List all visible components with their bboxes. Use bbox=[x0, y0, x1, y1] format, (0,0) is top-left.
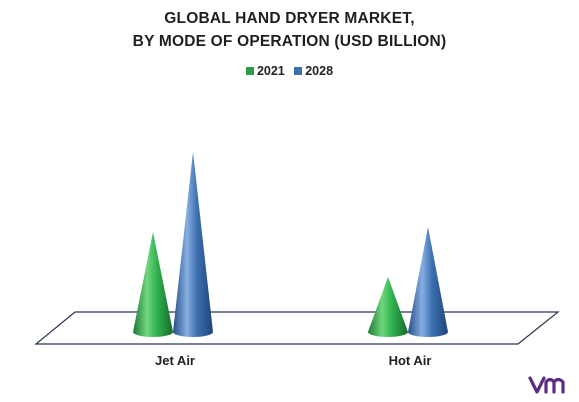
legend-item-2021: 2021 bbox=[245, 64, 285, 78]
legend-swatch-2028 bbox=[294, 67, 303, 75]
cone-jet-air-2021 bbox=[133, 232, 173, 337]
legend-label-2028: 2028 bbox=[305, 64, 334, 78]
cone-hot-air-2028 bbox=[408, 227, 448, 337]
legend-label-2021: 2021 bbox=[256, 64, 285, 78]
chart-title-line-2: BY MODE OF OPERATION (USD BILLION) bbox=[132, 33, 447, 50]
legend: 2021 2028 bbox=[0, 64, 579, 78]
category-label-jet-air: Jet Air bbox=[155, 353, 195, 368]
legend-item-2028: 2028 bbox=[294, 64, 333, 78]
category-label-hot-air: Hot Air bbox=[388, 353, 432, 368]
chart-floor bbox=[34, 311, 560, 345]
legend-swatch-2021 bbox=[245, 67, 254, 75]
cone-hot-air-2021 bbox=[368, 277, 408, 337]
brand-logo bbox=[528, 376, 565, 394]
chart-title-line-1: GLOBAL HAND DRYER MARKET, bbox=[164, 10, 415, 27]
cone-jet-air-2028 bbox=[173, 152, 213, 337]
